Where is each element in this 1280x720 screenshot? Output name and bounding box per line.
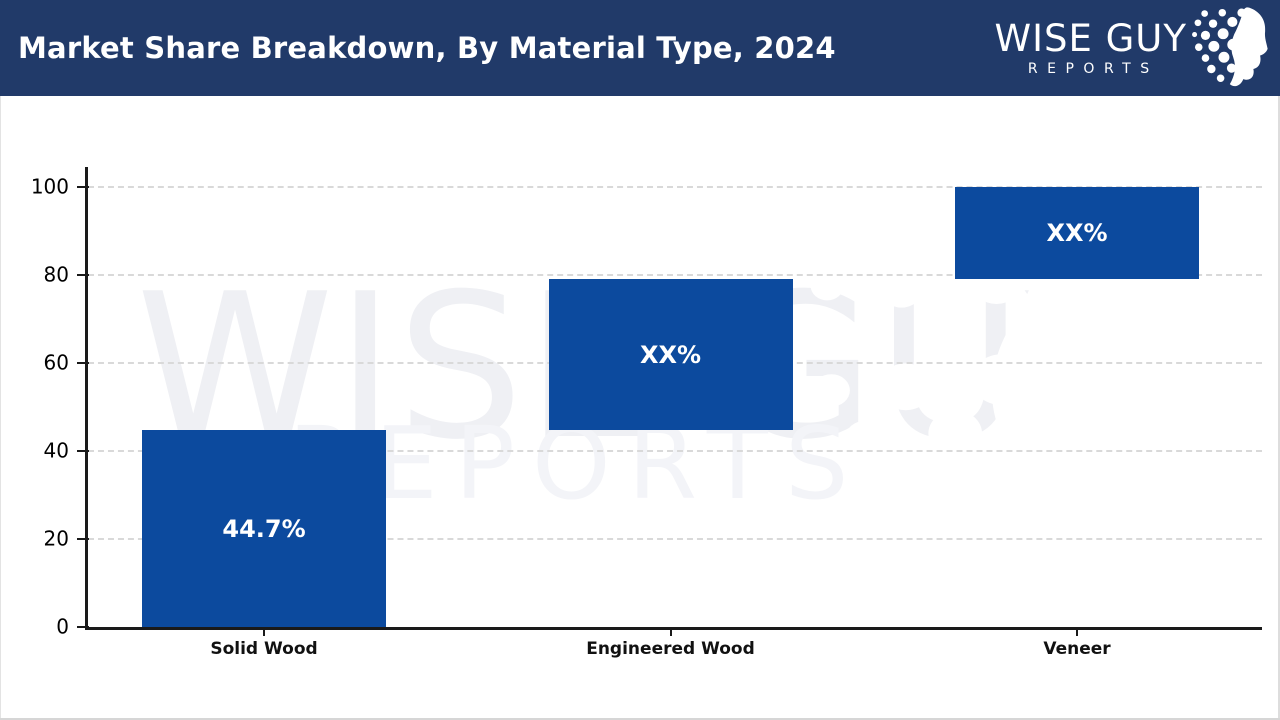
gridline <box>88 538 1262 540</box>
y-axis-tick-label: 0 <box>56 614 69 639</box>
y-tick-mark <box>77 626 89 628</box>
y-tick-mark <box>77 362 89 364</box>
y-tick-mark <box>77 538 89 540</box>
gridline <box>88 186 1262 188</box>
y-axis-tick-label: 60 <box>43 350 69 375</box>
logo-head-icon <box>1192 7 1268 87</box>
x-category-label: Engineered Wood <box>586 639 755 659</box>
bar-value-label: 44.7% <box>222 514 306 543</box>
y-axis-line <box>85 167 88 630</box>
logo-subtext: REPORTS <box>1027 60 1159 77</box>
bar-solid-wood <box>142 430 386 627</box>
left-border <box>0 96 1 720</box>
y-axis-tick-label: 100 <box>30 174 69 199</box>
x-tick-mark <box>669 627 672 636</box>
y-tick-mark <box>77 450 89 452</box>
bottom-border <box>0 718 1280 720</box>
header-bar: Market Share Breakdown, By Material Type… <box>0 0 1280 96</box>
bar-engineered-wood <box>548 278 793 431</box>
gridline <box>88 450 1262 452</box>
x-tick-mark <box>1076 627 1078 636</box>
bar-veneer <box>955 187 1199 279</box>
bar-value-label: XX% <box>639 340 702 369</box>
logo-wordmark: WISE GUY <box>994 16 1187 60</box>
y-axis-tick-label: 20 <box>43 526 69 551</box>
y-axis-tick-label: 80 <box>43 262 69 287</box>
x-category-label: Veneer <box>1043 639 1111 659</box>
gridline <box>88 274 1262 276</box>
bar-value-label: XX% <box>1046 218 1108 247</box>
x-axis-line <box>85 627 1262 630</box>
y-tick-mark <box>77 274 89 276</box>
x-tick-mark <box>263 627 265 636</box>
y-axis-tick-label: 40 <box>43 438 69 463</box>
y-tick-mark <box>77 186 89 188</box>
x-category-label: Solid Wood <box>210 639 318 659</box>
logo-text: WISE GUY REPORTS <box>995 20 1187 77</box>
chart-canvas: WISE GUY REPORTS 0 20 40 60 80 100 44.7% Solid … <box>0 96 1280 720</box>
brand-logo: WISE GUY REPORTS <box>995 6 1268 90</box>
page-title: Market Share Breakdown, By Material Type… <box>18 31 836 65</box>
right-border <box>1278 96 1280 720</box>
